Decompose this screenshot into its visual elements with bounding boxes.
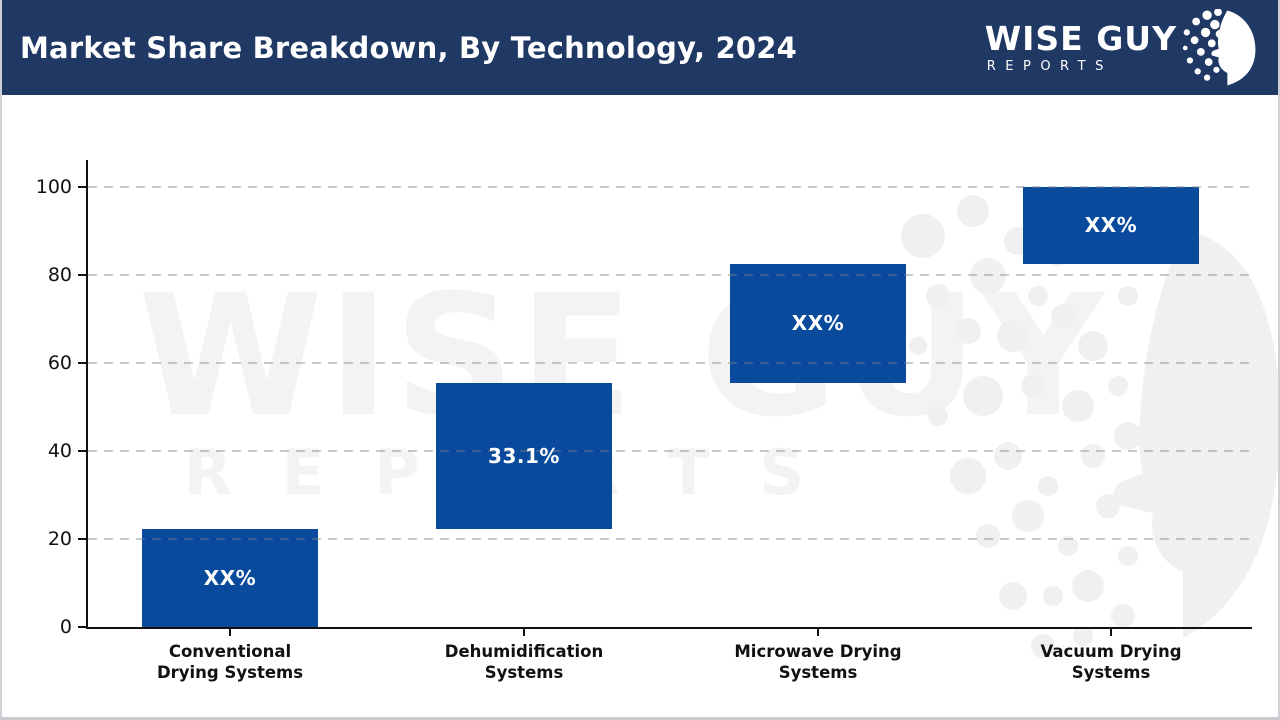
logo-subtitle: REPORTS bbox=[986, 59, 1113, 74]
waterfall-bar bbox=[142, 528, 318, 627]
y-tick-label: 40 bbox=[47, 440, 72, 462]
wiseguy-face-icon bbox=[1182, 8, 1256, 85]
y-tick-mark bbox=[78, 362, 86, 364]
x-tick-mark bbox=[229, 629, 231, 636]
category-label-line2: Systems bbox=[1071, 663, 1151, 682]
x-tick-mark bbox=[1110, 629, 1112, 636]
category-label-line2: Systems bbox=[778, 663, 858, 682]
page-title: Market Share Breakdown, By Technology, 2… bbox=[20, 30, 798, 65]
category-label-line2: Systems bbox=[484, 663, 564, 682]
waterfall-bar bbox=[730, 263, 906, 384]
y-gridline bbox=[88, 538, 1252, 540]
y-tick-mark bbox=[78, 450, 86, 452]
x-category-label: Microwave Drying Systems bbox=[688, 641, 948, 683]
x-axis-spine bbox=[86, 627, 1252, 629]
x-tick-mark bbox=[523, 629, 525, 636]
category-label-line1: Microwave Drying bbox=[734, 642, 902, 661]
category-label-line2: Drying Systems bbox=[156, 663, 304, 682]
category-label-line1: Conventional bbox=[168, 642, 292, 661]
y-tick-label: 0 bbox=[59, 616, 72, 638]
y-axis-spine bbox=[86, 160, 88, 629]
y-gridline bbox=[88, 450, 1252, 452]
y-tick-mark bbox=[78, 538, 86, 540]
waterfall-bar bbox=[1023, 187, 1199, 264]
logo-name: WISE GUY bbox=[984, 19, 1177, 58]
header-bar: Market Share Breakdown, By Technology, 2… bbox=[0, 0, 1280, 95]
wiseguy-logo: WISE GUY REPORTS bbox=[985, 8, 1258, 87]
y-tick-mark bbox=[78, 274, 86, 276]
y-tick-label: 60 bbox=[47, 352, 72, 374]
y-tick-mark bbox=[78, 626, 86, 628]
waterfall-bar bbox=[436, 383, 612, 529]
logo-text: WISE GUY REPORTS bbox=[985, 22, 1177, 73]
y-tick-mark bbox=[78, 186, 86, 188]
y-gridline bbox=[88, 274, 1252, 276]
category-label-line1: Dehumidification bbox=[444, 642, 604, 661]
y-tick-label: 100 bbox=[35, 176, 72, 198]
category-label-line1: Vacuum Drying bbox=[1040, 642, 1182, 661]
y-tick-label: 80 bbox=[47, 264, 72, 286]
x-category-label: Dehumidification Systems bbox=[394, 641, 654, 683]
y-tick-label: 20 bbox=[47, 528, 72, 550]
y-gridline bbox=[88, 186, 1252, 188]
x-category-label: Conventional Drying Systems bbox=[100, 641, 360, 683]
x-category-label: Vacuum Drying Systems bbox=[981, 641, 1241, 683]
y-gridline bbox=[88, 362, 1252, 364]
x-tick-mark bbox=[817, 629, 819, 636]
